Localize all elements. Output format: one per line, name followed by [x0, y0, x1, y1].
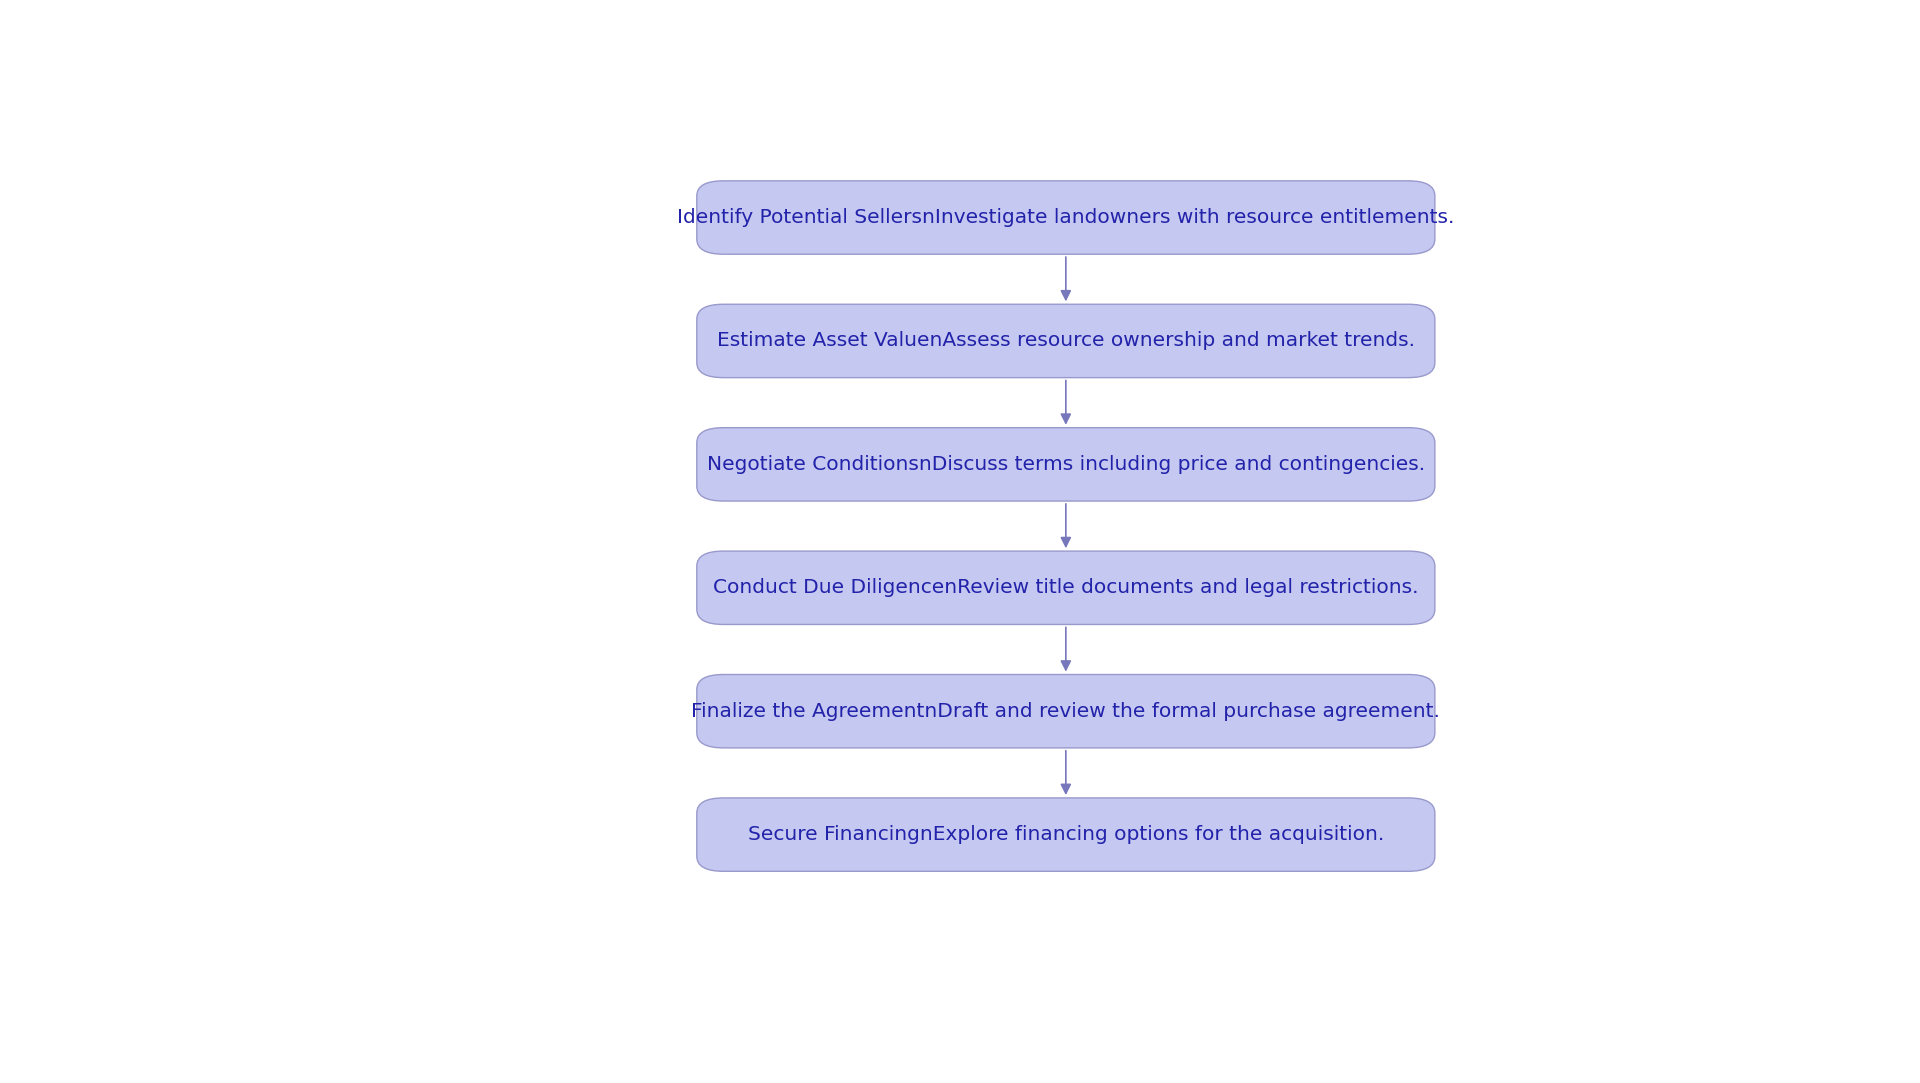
FancyBboxPatch shape: [697, 181, 1434, 255]
Text: Finalize the AgreementnDraft and review the formal purchase agreement.: Finalize the AgreementnDraft and review …: [691, 702, 1440, 720]
Text: Identify Potential SellersnInvestigate landowners with resource entitlements.: Identify Potential SellersnInvestigate l…: [678, 208, 1455, 227]
Text: Estimate Asset ValuenAssess resource ownership and market trends.: Estimate Asset ValuenAssess resource own…: [716, 331, 1415, 351]
FancyBboxPatch shape: [697, 428, 1434, 501]
FancyBboxPatch shape: [697, 798, 1434, 872]
FancyBboxPatch shape: [697, 675, 1434, 748]
Text: Conduct Due DiligencenReview title documents and legal restrictions.: Conduct Due DiligencenReview title docum…: [712, 578, 1419, 598]
Text: Negotiate ConditionsnDiscuss terms including price and contingencies.: Negotiate ConditionsnDiscuss terms inclu…: [707, 455, 1425, 474]
Text: Secure FinancingnExplore financing options for the acquisition.: Secure FinancingnExplore financing optio…: [747, 825, 1384, 844]
FancyBboxPatch shape: [697, 551, 1434, 625]
FancyBboxPatch shape: [697, 304, 1434, 378]
